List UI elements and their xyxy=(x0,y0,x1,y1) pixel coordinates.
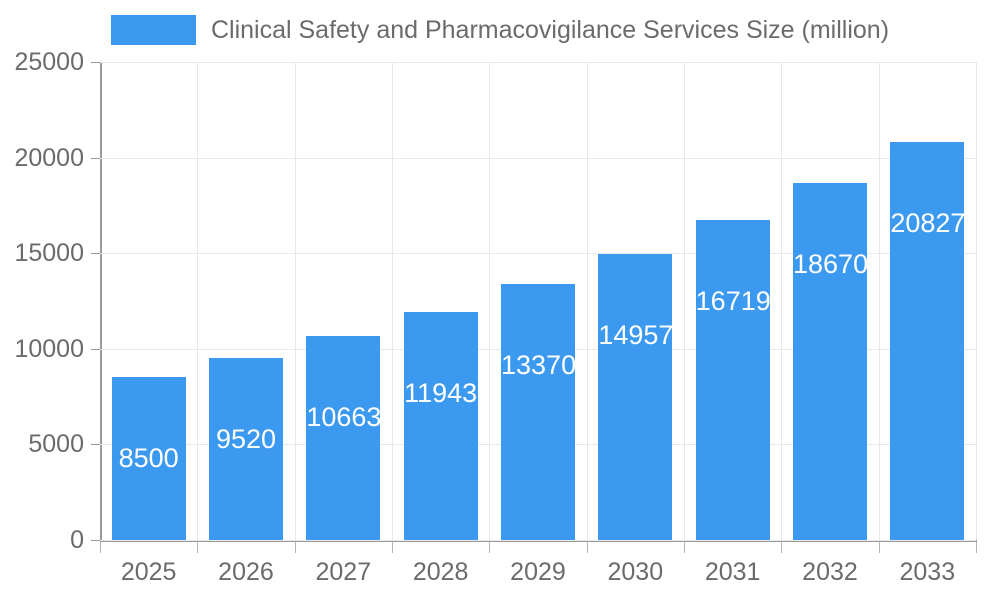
y-tick-label: 15000 xyxy=(14,239,84,268)
x-tick-label: 2031 xyxy=(704,558,761,586)
x-tick-mark xyxy=(489,542,490,553)
bar-value-label: 18670 xyxy=(793,249,869,280)
x-tick-label: 2027 xyxy=(315,558,372,586)
x-tick-label: 2033 xyxy=(899,558,956,586)
bar[interactable]: 18670 xyxy=(793,183,869,540)
x-tick-label: 2032 xyxy=(802,558,858,586)
y-tick-label: 0 xyxy=(70,526,84,554)
legend-color-swatch-icon xyxy=(110,15,196,45)
gridline-vertical xyxy=(489,62,490,540)
x-tick-label: 2029 xyxy=(510,558,566,586)
bar[interactable]: 9520 xyxy=(209,357,283,540)
x-tick-mark xyxy=(295,542,296,553)
gridline-vertical xyxy=(684,62,685,540)
gridline-horizontal xyxy=(100,253,976,255)
plot-area: 8500 9520 10663 11943 13370 14957 16719 18670 20… xyxy=(100,62,977,541)
y-tick-label: 20000 xyxy=(14,143,84,172)
y-tick-mark xyxy=(91,157,100,159)
gridline-vertical xyxy=(295,62,296,540)
y-tick-mark xyxy=(91,444,100,446)
y-axis-line xyxy=(100,62,102,541)
bar-value-label: 14957 xyxy=(598,320,674,351)
gridline-vertical xyxy=(781,62,782,540)
bar-value-label: 10663 xyxy=(306,402,382,433)
gridline-vertical xyxy=(587,62,588,540)
x-tick-mark xyxy=(100,542,101,553)
x-tick-mark xyxy=(392,542,393,553)
x-tick-mark xyxy=(781,542,782,553)
y-tick-mark xyxy=(91,540,100,541)
gridline-vertical xyxy=(197,62,198,540)
bar-value-label: 11943 xyxy=(404,377,478,408)
x-axis-line xyxy=(100,540,977,542)
x-tick-mark xyxy=(684,542,685,553)
x-tick-label: 2026 xyxy=(218,558,274,586)
gridline-vertical xyxy=(976,62,977,540)
x-tick-label: 2030 xyxy=(607,558,664,586)
bar[interactable]: 10663 xyxy=(306,336,382,540)
gridline-horizontal xyxy=(100,62,976,63)
bar[interactable]: 11943 xyxy=(403,311,478,540)
gridline-horizontal xyxy=(100,157,976,159)
x-tick-label: 2025 xyxy=(120,558,177,586)
bar-value-label: 8500 xyxy=(118,443,179,474)
gridline-vertical xyxy=(879,62,880,540)
x-tick-mark xyxy=(587,542,588,553)
bar[interactable]: 13370 xyxy=(501,284,577,540)
y-tick-label: 10000 xyxy=(14,334,84,363)
bar-value-label: 13370 xyxy=(501,350,577,381)
gridline-horizontal xyxy=(100,540,976,541)
bar[interactable]: 8500 xyxy=(111,377,186,540)
y-tick-label: 25000 xyxy=(14,48,84,76)
bar-value-label: 20827 xyxy=(890,207,966,238)
bar[interactable]: 16719 xyxy=(695,220,771,540)
bar[interactable]: 20827 xyxy=(890,141,966,540)
y-tick-mark xyxy=(91,62,100,63)
legend-label: Clinical Safety and Pharmacovigilance Se… xyxy=(210,15,890,44)
bar-value-label: 9520 xyxy=(215,423,277,454)
x-tick-label: 2028 xyxy=(412,558,469,586)
chart-legend: Clinical Safety and Pharmacovigilance Se… xyxy=(0,0,1000,60)
x-tick-mark xyxy=(879,542,880,553)
legend-entry-series-1[interactable]: Clinical Safety and Pharmacovigilance Se… xyxy=(110,15,890,45)
y-tick-mark xyxy=(91,253,100,255)
y-tick-mark xyxy=(91,348,100,350)
x-tick-mark xyxy=(976,542,977,553)
bar-value-label: 16719 xyxy=(695,286,771,317)
y-tick-label: 5000 xyxy=(28,430,84,459)
gridline-vertical xyxy=(392,62,393,540)
bar[interactable]: 14957 xyxy=(598,254,674,540)
x-tick-mark xyxy=(197,542,198,553)
